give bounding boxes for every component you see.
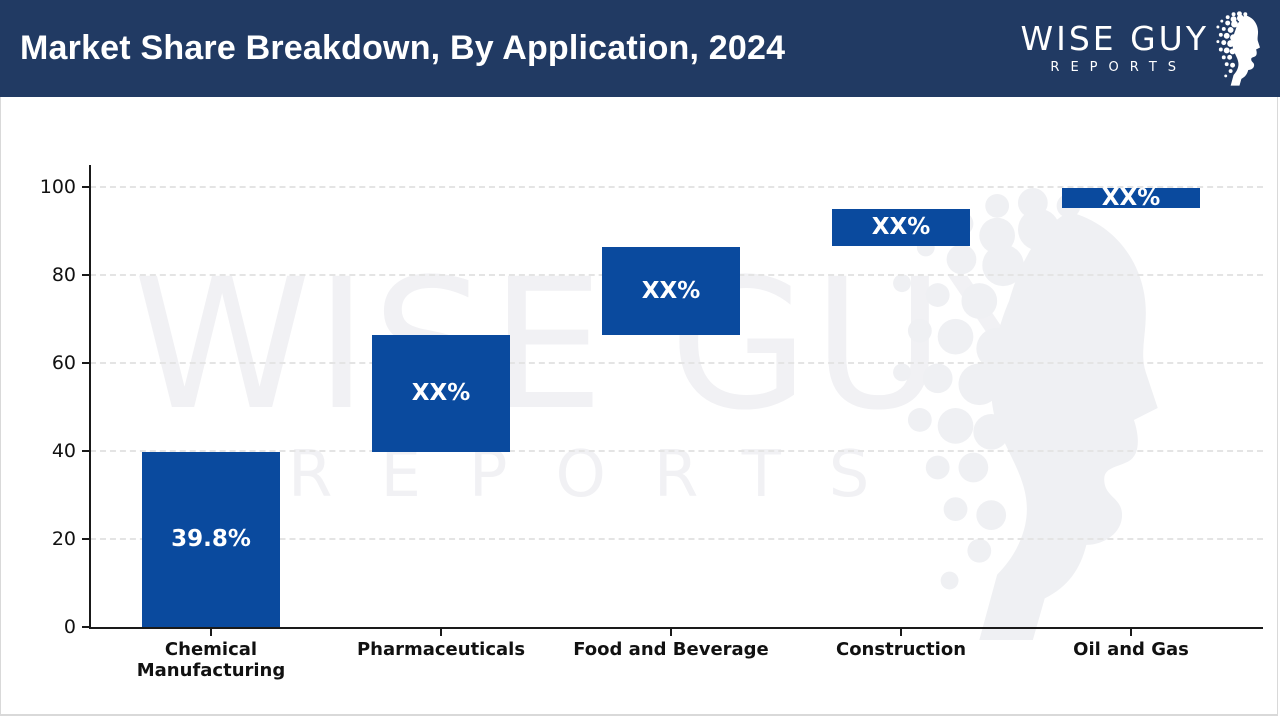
bar-construction [832, 209, 970, 246]
x-axis-tick-oil-and-gas [1130, 629, 1132, 636]
gridline-40 [90, 450, 1263, 452]
page-title: Market Share Breakdown, By Application, … [20, 29, 786, 67]
x-axis-label-chemical-manufacturing: Chemical Manufacturing [136, 639, 286, 681]
y-axis-tick-0 [82, 626, 90, 628]
bar-value-label-pharmaceuticals: XX% [411, 380, 471, 407]
y-axis-tick-label-0: 0 [63, 616, 76, 638]
x-axis-label-construction: Construction [835, 639, 967, 660]
y-axis-tick-60 [82, 362, 90, 364]
x-axis-line [89, 627, 1263, 629]
y-axis-tick-label-80: 80 [51, 264, 76, 286]
gridline-20 [90, 538, 1263, 540]
gridline-100 [90, 186, 1263, 188]
x-axis-label-pharmaceuticals: Pharmaceuticals [356, 639, 526, 660]
gridline-60 [90, 362, 1263, 364]
bar-food-and-beverage [602, 246, 740, 335]
bar-oil-and-gas [1062, 187, 1200, 209]
x-axis-tick-construction [900, 629, 902, 636]
x-axis-tick-food-and-beverage [670, 629, 672, 636]
wiseguy-logo-line2: REPORTS [1050, 60, 1188, 75]
header-bar: Market Share Breakdown, By Application, … [0, 0, 1280, 97]
y-axis-tick-100 [82, 186, 90, 188]
bar-value-label-oil-and-gas: XX% [1101, 185, 1161, 211]
bar-value-label-chemical-manufacturing: 39.8% [171, 526, 251, 553]
wiseguy-logo-line1: WISE GUY [1020, 19, 1209, 58]
x-axis-tick-chemical-manufacturing [210, 629, 212, 636]
wiseguy-logo-text: WISE GUY REPORTS [1020, 22, 1209, 75]
y-axis-line [89, 165, 91, 629]
x-axis-label-oil-and-gas: Oil and Gas [1073, 639, 1189, 660]
bar-value-label-food-and-beverage: XX% [641, 277, 701, 304]
y-axis-tick-label-100: 100 [39, 176, 76, 198]
y-axis-tick-80 [82, 274, 90, 276]
bar-pharmaceuticals [372, 334, 510, 452]
bar-chemical-manufacturing [142, 451, 280, 627]
y-axis-tick-20 [82, 538, 90, 540]
wiseguy-logo: WISE GUY REPORTS [1020, 11, 1260, 86]
bar-value-label-construction: XX% [871, 214, 931, 241]
y-axis-tick-label-60: 60 [51, 352, 76, 374]
x-axis-tick-pharmaceuticals [440, 629, 442, 636]
x-axis-label-food-and-beverage: Food and Beverage [573, 639, 769, 660]
y-axis-tick-40 [82, 450, 90, 452]
y-axis-tick-label-40: 40 [51, 440, 76, 462]
y-axis-tick-label-20: 20 [51, 528, 76, 550]
watermark-text-reports: REPORTS [288, 438, 918, 512]
